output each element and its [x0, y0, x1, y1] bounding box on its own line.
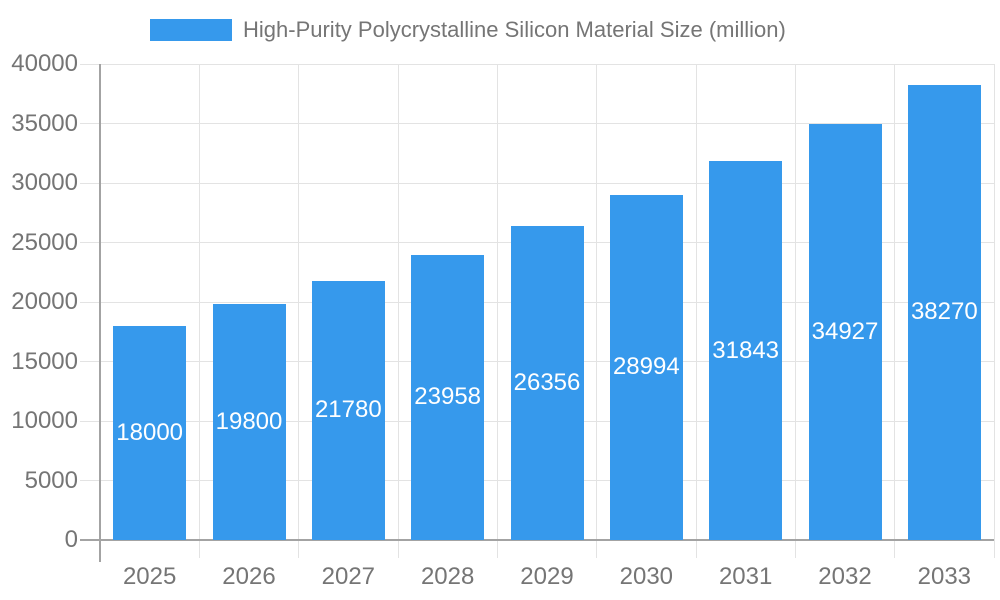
bar[interactable]: [311, 280, 385, 540]
x-gridline: [198, 64, 200, 558]
bar[interactable]: [907, 84, 981, 540]
x-gridline: [496, 64, 498, 558]
y-axis-tick-label: 30000: [11, 169, 78, 196]
x-axis-tick-label: 2025: [122, 563, 177, 590]
x-gridline: [397, 64, 399, 558]
x-axis-tick-label: 2028: [420, 563, 475, 590]
bar-value-label: 21780: [314, 396, 382, 424]
bar-value-label: 19800: [215, 408, 283, 436]
bar[interactable]: [113, 325, 187, 540]
x-axis-tick-label: 2032: [818, 563, 872, 590]
y-axis-tick-label: 25000: [11, 228, 78, 256]
bar[interactable]: [609, 194, 683, 540]
x-gridline: [794, 64, 796, 558]
y-axis-tick-label: 40000: [11, 50, 78, 77]
bar[interactable]: [212, 304, 286, 540]
y-axis-tick-label: 5000: [24, 466, 78, 494]
x-axis-line: [80, 539, 994, 541]
x-gridline: [993, 64, 995, 558]
y-axis-tick-label: 35000: [11, 109, 78, 137]
legend[interactable]: High-Purity Polycrystalline Silicon Mate…: [150, 15, 786, 45]
bar-value-label: 23958: [414, 383, 482, 411]
y-axis-tick-label: 20000: [11, 288, 78, 315]
bar-value-label: 28994: [612, 353, 680, 381]
bar-value-label: 18000: [116, 418, 184, 446]
x-gridline: [894, 64, 896, 558]
y-gridline: [80, 63, 994, 65]
y-axis-tick-label: 10000: [11, 407, 78, 434]
bar-value-label: 26356: [513, 369, 581, 397]
y-gridline: [80, 123, 994, 124]
legend-swatch: [150, 19, 232, 41]
x-gridline: [596, 64, 598, 558]
x-axis-tick-label: 2029: [520, 563, 574, 590]
x-axis-tick-label: 2030: [619, 563, 674, 590]
bar-value-label: 38270: [910, 298, 978, 326]
x-axis-tick-label: 2033: [917, 563, 972, 590]
bar-value-label: 34927: [811, 318, 879, 346]
legend-label: High-Purity Polycrystalline Silicon Mate…: [243, 17, 786, 42]
bar[interactable]: [411, 254, 485, 540]
bar[interactable]: [510, 226, 584, 540]
y-axis-line: [99, 64, 101, 562]
bar[interactable]: [808, 124, 882, 540]
y-axis-tick-label: 0: [64, 526, 78, 553]
bar[interactable]: [709, 161, 783, 540]
x-axis-tick-label: 2031: [718, 563, 773, 590]
x-axis-tick-label: 2026: [222, 563, 276, 590]
bar-value-label: 31843: [712, 336, 780, 364]
y-axis-tick-label: 15000: [11, 347, 78, 375]
x-gridline: [298, 64, 300, 558]
y-gridline: [80, 182, 994, 184]
x-gridline: [695, 64, 697, 558]
x-axis-tick-label: 2027: [321, 563, 376, 590]
